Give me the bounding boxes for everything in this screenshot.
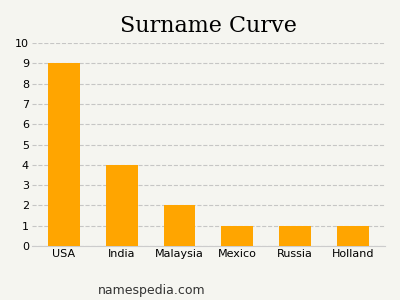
Title: Surname Curve: Surname Curve [120,15,297,37]
Bar [279,226,311,246]
Bar [222,226,253,246]
Bar [106,165,138,246]
Bar [48,63,80,246]
Bar [164,206,195,246]
Text: namespedia.com: namespedia.com [98,284,206,297]
Bar [337,226,369,246]
